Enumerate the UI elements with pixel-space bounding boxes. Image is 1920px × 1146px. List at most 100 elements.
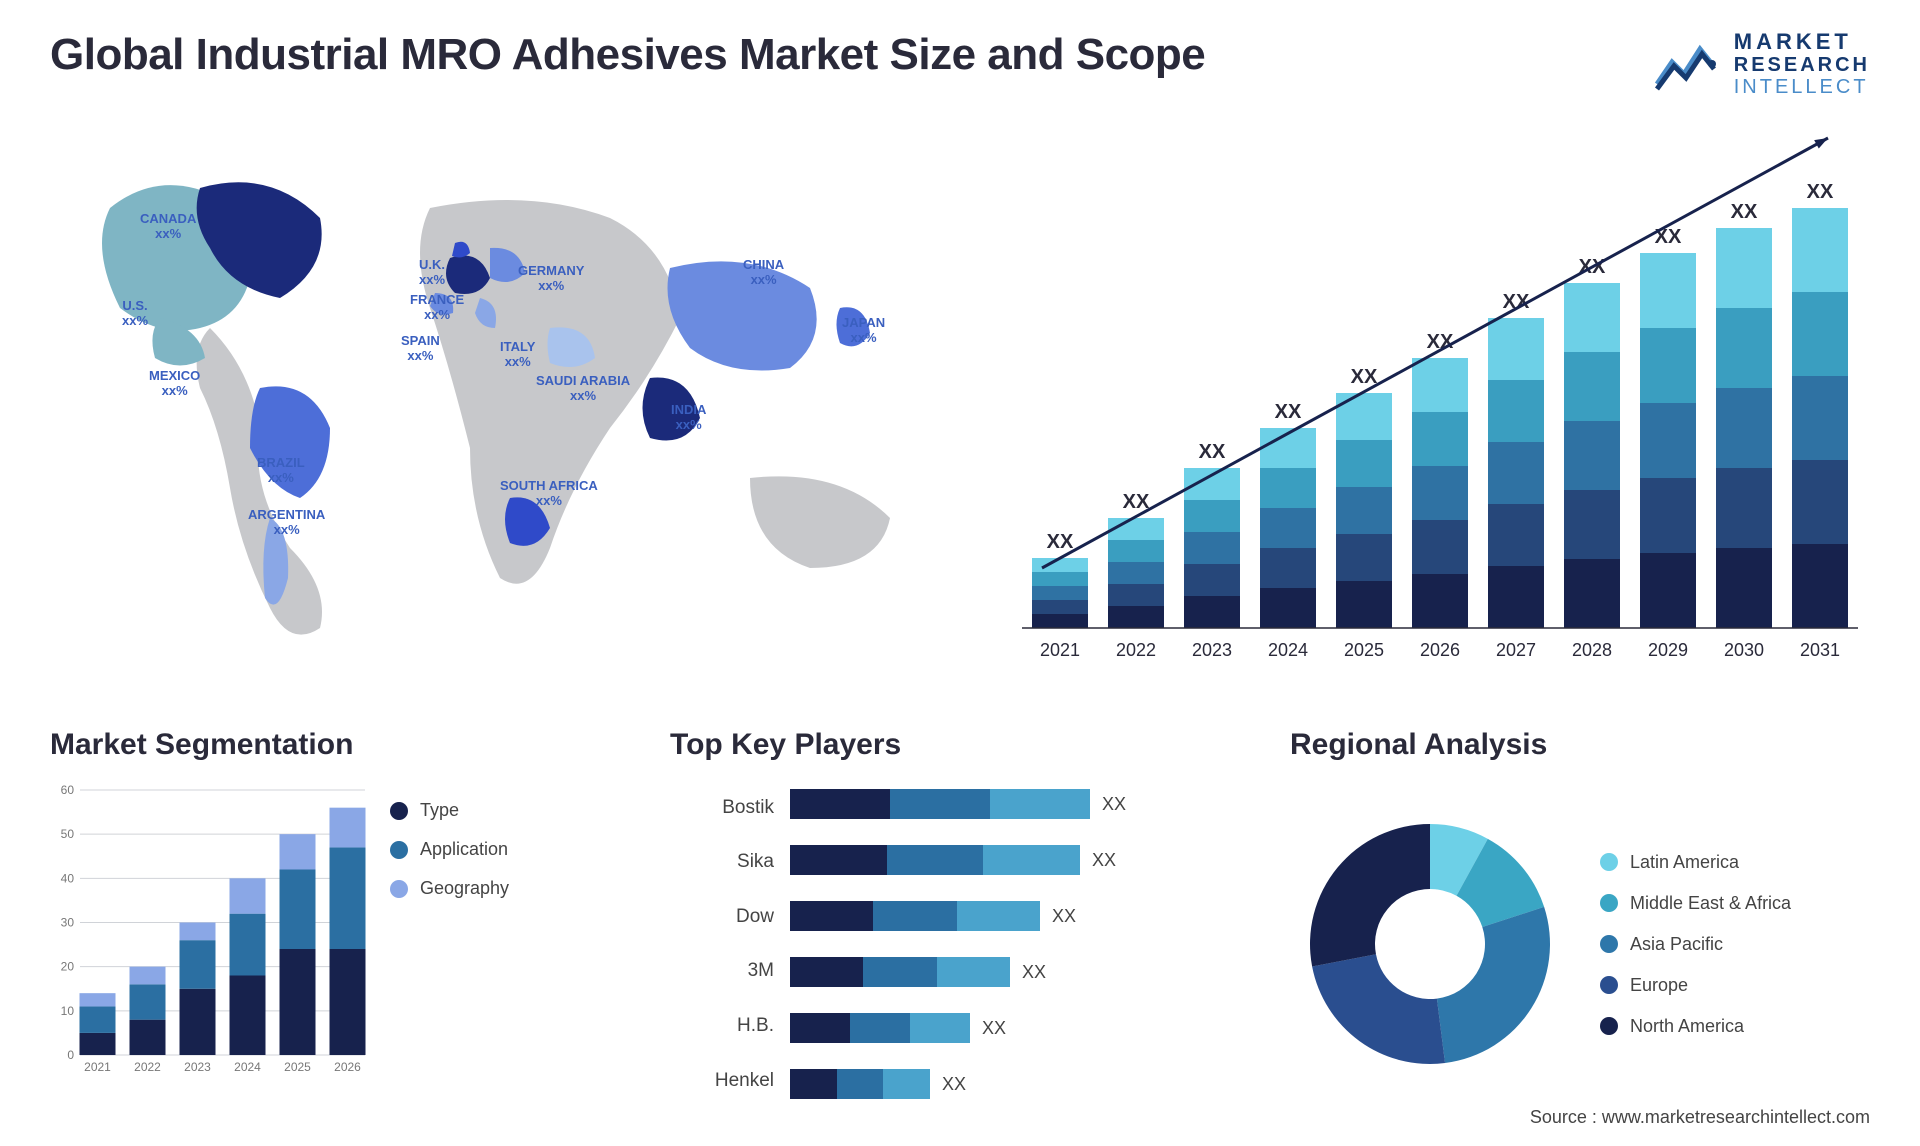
- page-title: Global Industrial MRO Adhesives Market S…: [50, 30, 1205, 80]
- svg-text:2025: 2025: [1344, 640, 1384, 660]
- svg-text:XX: XX: [1199, 441, 1226, 463]
- player-name: Dow: [736, 906, 774, 928]
- map-label-france: FRANCExx%: [410, 292, 464, 322]
- svg-text:XX: XX: [1275, 401, 1302, 423]
- svg-text:10: 10: [61, 1004, 75, 1018]
- map-label-uk: U.K.xx%: [419, 257, 445, 287]
- map-label-germany: GERMANYxx%: [518, 263, 584, 293]
- player-value: XX: [1092, 850, 1116, 871]
- map-label-argentina: ARGENTINAxx%: [248, 507, 325, 537]
- player-name: H.B.: [737, 1015, 774, 1037]
- svg-text:XX: XX: [1047, 531, 1074, 553]
- source-text: Source : www.marketresearchintellect.com: [1530, 1107, 1870, 1128]
- player-bar: [790, 1013, 970, 1043]
- regional-panel: Regional Analysis Latin America Middle Ea…: [1290, 728, 1870, 1108]
- svg-text:2021: 2021: [1040, 640, 1080, 660]
- map-label-spain: SPAINxx%: [401, 333, 440, 363]
- svg-text:2024: 2024: [1268, 640, 1308, 660]
- donut-svg: [1290, 804, 1570, 1084]
- svg-text:40: 40: [61, 872, 75, 886]
- players-title: Top Key Players: [670, 728, 1250, 762]
- map-label-mexico: MEXICOxx%: [149, 368, 200, 398]
- top-row: CANADAxx%U.S.xx%MEXICOxx%BRAZILxx%ARGENT…: [50, 118, 1870, 698]
- segmentation-title: Market Segmentation: [50, 728, 630, 762]
- forecast-chart: XX2021XX2022XX2023XX2024XX2025XX2026XX20…: [990, 118, 1870, 698]
- svg-text:20: 20: [61, 960, 75, 974]
- logo: MARKET RESEARCH INTELLECT: [1652, 30, 1870, 98]
- map-label-us: U.S.xx%: [122, 298, 148, 328]
- seg-legend-geography: Geography: [390, 878, 630, 899]
- player-bar-row: XX: [790, 789, 1250, 819]
- svg-text:2029: 2029: [1648, 640, 1688, 660]
- map-label-saudiarabia: SAUDI ARABIAxx%: [536, 373, 630, 403]
- logo-line3: INTELLECT: [1734, 76, 1870, 98]
- players-bars: XX XX XX XX XX XX: [790, 780, 1250, 1108]
- logo-line2: RESEARCH: [1734, 54, 1870, 76]
- forecast-svg: XX2021XX2022XX2023XX2024XX2025XX2026XX20…: [990, 118, 1870, 678]
- map-label-canada: CANADAxx%: [140, 211, 196, 241]
- legend-label: Application: [420, 839, 508, 860]
- svg-text:30: 30: [61, 916, 75, 930]
- regional-title: Regional Analysis: [1290, 728, 1870, 762]
- player-value: XX: [1022, 962, 1046, 983]
- svg-text:2027: 2027: [1496, 640, 1536, 660]
- legend-swatch: [390, 802, 408, 820]
- player-name: Henkel: [715, 1070, 774, 1092]
- legend-label: Middle East & Africa: [1630, 893, 1791, 914]
- regional-legend-item: Middle East & Africa: [1600, 893, 1870, 914]
- legend-label: North America: [1630, 1016, 1744, 1037]
- segmentation-legend: Type Application Geography: [390, 780, 630, 1108]
- players-names: BostikSikaDow3MH.B.Henkel: [670, 780, 790, 1108]
- svg-text:XX: XX: [1807, 181, 1834, 203]
- legend-label: Asia Pacific: [1630, 934, 1723, 955]
- legend-swatch: [1600, 976, 1618, 994]
- player-bar: [790, 901, 1040, 931]
- regional-legend: Latin America Middle East & Africa Asia Pa…: [1600, 852, 1870, 1037]
- player-bar-row: XX: [790, 845, 1250, 875]
- map-label-india: INDIAxx%: [671, 402, 706, 432]
- legend-swatch: [1600, 935, 1618, 953]
- player-name: Bostik: [722, 797, 774, 819]
- svg-text:XX: XX: [1351, 366, 1378, 388]
- legend-swatch: [390, 841, 408, 859]
- map-label-japan: JAPANxx%: [842, 315, 885, 345]
- logo-line1: MARKET: [1734, 30, 1870, 54]
- player-bar-row: XX: [790, 901, 1250, 931]
- world-map: CANADAxx%U.S.xx%MEXICOxx%BRAZILxx%ARGENT…: [50, 118, 950, 698]
- svg-text:50: 50: [61, 827, 75, 841]
- player-value: XX: [942, 1074, 966, 1095]
- svg-text:2025: 2025: [284, 1060, 311, 1074]
- player-bar: [790, 1069, 930, 1099]
- logo-icon: [1652, 34, 1722, 94]
- legend-label: Geography: [420, 878, 509, 899]
- svg-text:2026: 2026: [334, 1060, 361, 1074]
- svg-text:XX: XX: [1731, 201, 1758, 223]
- regional-legend-item: Asia Pacific: [1600, 934, 1870, 955]
- player-bar-row: XX: [790, 957, 1250, 987]
- players-panel: Top Key Players BostikSikaDow3MH.B.Henke…: [670, 728, 1250, 1108]
- player-bar: [790, 957, 1010, 987]
- map-label-italy: ITALYxx%: [500, 339, 535, 369]
- player-name: 3M: [748, 960, 774, 982]
- regional-legend-item: Europe: [1600, 975, 1870, 996]
- legend-swatch: [1600, 853, 1618, 871]
- legend-label: Type: [420, 800, 459, 821]
- svg-text:2023: 2023: [184, 1060, 211, 1074]
- map-label-china: CHINAxx%: [743, 257, 784, 287]
- seg-legend-type: Type: [390, 800, 630, 821]
- svg-text:60: 60: [61, 783, 75, 797]
- legend-swatch: [390, 880, 408, 898]
- legend-label: Latin America: [1630, 852, 1739, 873]
- svg-text:2021: 2021: [84, 1060, 111, 1074]
- segmentation-chart: 0102030405060202120222023202420252026: [50, 780, 370, 1108]
- player-value: XX: [1102, 794, 1126, 815]
- legend-swatch: [1600, 1017, 1618, 1035]
- svg-text:2031: 2031: [1800, 640, 1840, 660]
- svg-text:2024: 2024: [234, 1060, 261, 1074]
- svg-text:2026: 2026: [1420, 640, 1460, 660]
- player-bar: [790, 845, 1080, 875]
- legend-label: Europe: [1630, 975, 1688, 996]
- player-value: XX: [982, 1018, 1006, 1039]
- regional-legend-item: North America: [1600, 1016, 1870, 1037]
- legend-swatch: [1600, 894, 1618, 912]
